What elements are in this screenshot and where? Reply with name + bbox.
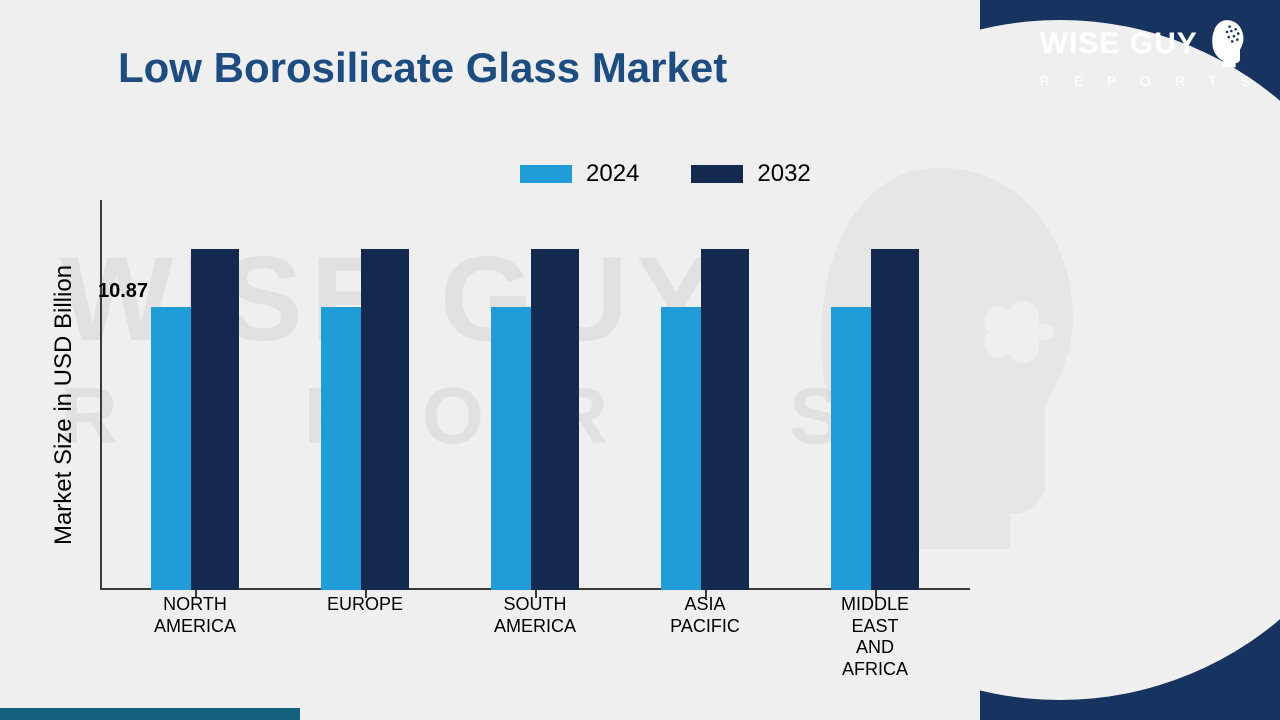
legend-item-2032: 2032 (691, 160, 810, 188)
plot-area: 10.87 (100, 200, 970, 590)
bar (191, 249, 239, 590)
bottom-accent-bar (0, 708, 300, 720)
legend: 2024 2032 (520, 160, 811, 188)
bar (531, 249, 579, 590)
bar (701, 249, 749, 590)
category-label: SOUTHAMERICA (476, 594, 594, 680)
bar (361, 249, 409, 590)
category-labels: NORTHAMERICA EUROPE SOUTHAMERICA ASIAPACIFI… (100, 594, 970, 680)
legend-label-2024: 2024 (586, 160, 639, 188)
legend-swatch-2032 (691, 165, 743, 183)
brand-logo: WISE GUY R E P O R T S (1040, 18, 1260, 88)
y-axis-label: Market Size in USD Billion (50, 265, 78, 545)
brand-head-icon (1204, 18, 1250, 70)
category-label: EUROPE (306, 594, 424, 680)
bar-group (816, 249, 934, 590)
bar-group (306, 249, 424, 590)
brand-line1: WISE GUY (1040, 29, 1198, 59)
bar-group (646, 249, 764, 590)
chart-title: Low Borosilicate Glass Market (118, 44, 727, 92)
chart-area: 10.87 (100, 200, 970, 590)
legend-swatch-2024 (520, 165, 572, 183)
brand-line2: R E P O R T S (1040, 74, 1260, 88)
bar-group: 10.87 (136, 249, 254, 590)
category-label: ASIAPACIFIC (646, 594, 764, 680)
legend-item-2024: 2024 (520, 160, 639, 188)
legend-label-2032: 2032 (757, 160, 810, 188)
value-label: 10.87 (98, 280, 148, 303)
page: WISE GUY R E P O R T S Low Borosilicate … (0, 0, 1280, 720)
category-label: MIDDLEEASTANDAFRICA (816, 594, 934, 680)
bar-group (476, 249, 594, 590)
bar (871, 249, 919, 590)
y-axis-label-container: Market Size in USD Billion (44, 220, 84, 590)
category-label: NORTHAMERICA (136, 594, 254, 680)
